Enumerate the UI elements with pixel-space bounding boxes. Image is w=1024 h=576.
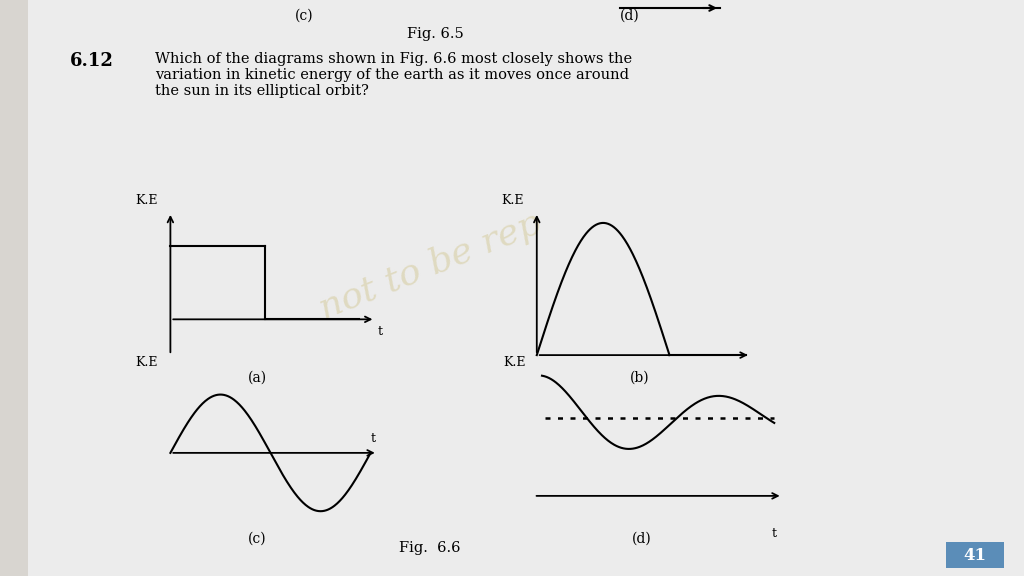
Text: K.E: K.E	[135, 194, 158, 207]
Text: (c): (c)	[248, 532, 267, 546]
Text: not to be rep: not to be rep	[314, 206, 546, 326]
Text: 6.12: 6.12	[70, 52, 114, 70]
Text: t: t	[371, 432, 376, 445]
Text: Fig. 6.5: Fig. 6.5	[407, 27, 464, 41]
Text: (b): (b)	[630, 370, 650, 385]
Text: variation in kinetic energy of the earth as it moves once around: variation in kinetic energy of the earth…	[155, 68, 629, 82]
Text: t: t	[772, 526, 777, 540]
Text: (d): (d)	[632, 532, 651, 546]
Text: Which of the diagrams shown in Fig. 6.6 most closely shows the: Which of the diagrams shown in Fig. 6.6 …	[155, 52, 632, 66]
Text: (c): (c)	[295, 9, 313, 23]
Text: the sun in its elliptical orbit?: the sun in its elliptical orbit?	[155, 84, 369, 98]
Text: K.E: K.E	[135, 355, 158, 369]
Text: (d): (d)	[620, 9, 640, 23]
Bar	[946, 542, 1004, 568]
Text: Fig.  6.6: Fig. 6.6	[399, 541, 461, 555]
Text: (a): (a)	[248, 370, 267, 385]
Text: K.E: K.E	[501, 194, 523, 207]
Text: K.E: K.E	[503, 355, 525, 369]
Text: t: t	[378, 325, 383, 338]
Text: 41: 41	[964, 547, 986, 563]
